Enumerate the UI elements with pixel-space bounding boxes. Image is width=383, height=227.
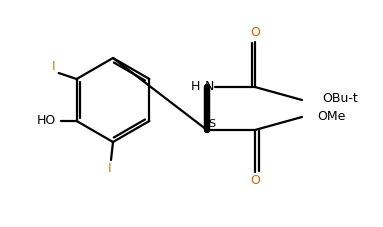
Text: N: N [204,79,214,92]
Text: I: I [52,61,56,74]
Text: H: H [190,79,200,92]
Text: O: O [250,173,260,187]
Text: HO: HO [37,114,56,128]
Text: OBu-t: OBu-t [322,92,358,106]
Text: OMe: OMe [317,109,345,123]
Text: O: O [250,27,260,39]
Text: S: S [208,119,216,129]
Text: I: I [108,163,112,175]
